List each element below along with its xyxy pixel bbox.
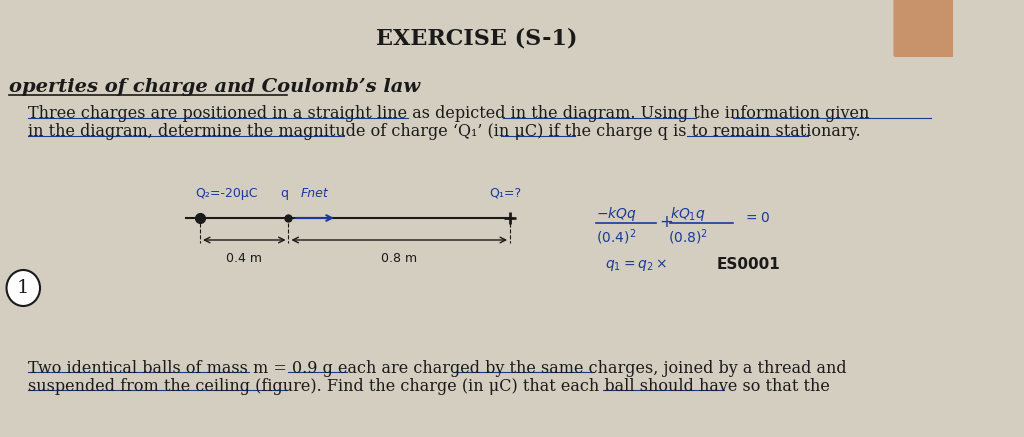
Text: Q₂=-20μC: Q₂=-20μC [196,187,258,200]
Text: $(0.8)^2$: $(0.8)^2$ [669,227,708,246]
Text: Three charges are positioned in a straight line as depicted in the diagram. Usin: Three charges are positioned in a straig… [28,105,869,122]
Text: suspended from the ceiling (figure). Find the charge (in μC) that each ball shou: suspended from the ceiling (figure). Fin… [28,378,829,395]
Text: 0.8 m: 0.8 m [381,252,418,265]
Text: +: + [658,213,673,231]
Text: $(0.4)^2$: $(0.4)^2$ [596,227,636,246]
Text: in the diagram, determine the magnitude of charge ‘Q₁’ (in μC) if the charge q i: in the diagram, determine the magnitude … [28,123,860,140]
Text: ES0001: ES0001 [717,257,780,272]
Text: operties of charge and Coulomb’s law: operties of charge and Coulomb’s law [9,78,421,96]
Text: $-kQq$: $-kQq$ [596,205,637,223]
Text: 0.4 m: 0.4 m [226,252,262,265]
Text: Two identical balls of mass m = 0.9 g each are charged by the same charges, join: Two identical balls of mass m = 0.9 g ea… [28,360,847,377]
Text: 1: 1 [17,279,30,297]
Text: Fnet: Fnet [301,187,329,200]
Circle shape [6,270,40,306]
Text: Q₁=?: Q₁=? [489,187,521,200]
Text: q: q [280,187,288,200]
Text: $= 0$: $= 0$ [742,211,769,225]
Text: $kQ_1q$: $kQ_1q$ [670,205,706,223]
FancyBboxPatch shape [893,0,954,57]
Text: EXERCISE (S-1): EXERCISE (S-1) [376,28,578,50]
Text: $q_1 = q_2 \times$: $q_1 = q_2 \times$ [605,257,668,273]
